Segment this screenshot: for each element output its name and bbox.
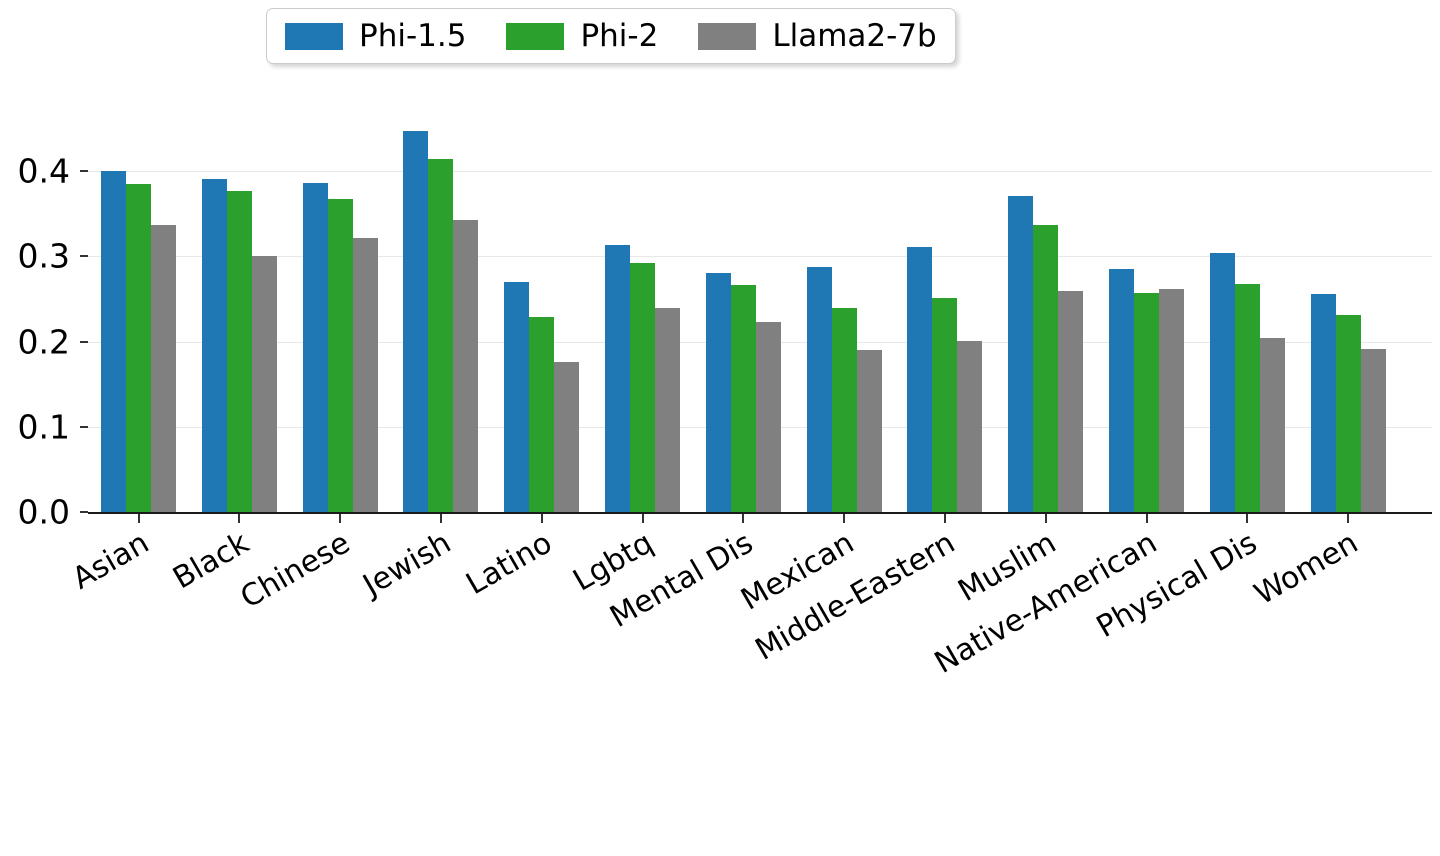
bar-native-american-llama2-7b — [1159, 288, 1184, 512]
bar-chinese-llama2-7b — [352, 237, 378, 512]
bar-black-llama2-7b — [251, 255, 277, 512]
bar-asian-phi-1-5 — [101, 171, 126, 512]
x-tick-mark — [1347, 514, 1350, 523]
y-tick-label: 0.1 — [17, 407, 70, 447]
bar-mental-dis-phi-1-5 — [705, 273, 731, 512]
x-tick-mark — [943, 514, 946, 523]
legend-label: Llama2-7b — [772, 17, 937, 54]
bar-mental-dis-phi-2 — [730, 285, 756, 512]
y-tick-mark — [80, 255, 88, 258]
x-tick-mark — [540, 514, 543, 523]
bar-physical-dis-phi-2 — [1234, 284, 1260, 512]
gridline-y-0.3 — [88, 256, 1432, 258]
bar-chinese-phi-1-5 — [302, 183, 328, 512]
x-tick-mark — [1044, 514, 1047, 523]
bar-latino-phi-1-5 — [504, 281, 530, 512]
bar-mexican-llama2-7b — [856, 350, 882, 512]
bar-chart-figure: Phi-1.5 Phi-2 Llama2-7b 0.0 0.1 0.2 0.3 0.4 As… — [17, 8, 1432, 681]
legend-swatch-phi-2 — [506, 22, 565, 50]
bar-middle-eastern-phi-1-5 — [907, 246, 933, 512]
bar-black-phi-1-5 — [201, 178, 227, 512]
y-tick-mark — [80, 170, 88, 173]
bar-middle-eastern-llama2-7b — [957, 340, 983, 512]
chart-legend: Phi-1.5 Phi-2 Llama2-7b — [266, 8, 956, 64]
bar-native-american-phi-1-5 — [1109, 269, 1134, 512]
y-tick-label: 0.4 — [17, 151, 70, 191]
x-axis-spine — [88, 512, 1432, 514]
x-tick-mark — [137, 514, 140, 523]
legend-label: Phi-1.5 — [359, 17, 467, 54]
bar-lgbtq-phi-2 — [630, 263, 655, 512]
bar-women-phi-1-5 — [1310, 293, 1336, 512]
bar-women-llama2-7b — [1360, 349, 1386, 512]
bar-native-american-phi-2 — [1134, 293, 1159, 512]
legend-entry-phi-2[interactable]: Phi-2 — [506, 17, 659, 54]
bar-physical-dis-llama2-7b — [1259, 338, 1285, 512]
bar-muslim-phi-2 — [1033, 224, 1059, 512]
bar-lgbtq-llama2-7b — [655, 308, 680, 512]
x-tick-label-text: Women — [1248, 525, 1365, 613]
x-tick-mark — [238, 514, 241, 523]
x-tick-mark — [1145, 514, 1148, 523]
y-tick-label: 0.3 — [17, 236, 70, 276]
bar-mental-dis-llama2-7b — [755, 321, 781, 512]
legend-swatch-phi-1-5 — [285, 22, 343, 50]
plot-area: 0.0 0.1 0.2 0.3 0.4 — [18, 120, 1432, 529]
bar-lgbtq-phi-1-5 — [605, 245, 630, 512]
bar-latino-llama2-7b — [554, 362, 580, 512]
y-tick-label: 0.2 — [17, 322, 70, 362]
bar-asian-phi-2 — [126, 183, 151, 512]
legend-entry-llama2-7b[interactable]: Llama2-7b — [698, 17, 937, 54]
legend-entry-phi-1-5[interactable]: Phi-1.5 — [285, 17, 467, 54]
bar-black-phi-2 — [226, 190, 252, 512]
x-tick-mark — [641, 514, 644, 523]
legend-swatch-llama2-7b — [698, 22, 757, 50]
x-tick-mark — [1246, 514, 1249, 523]
bar-muslim-llama2-7b — [1058, 291, 1084, 512]
x-tick-mark — [339, 514, 342, 523]
x-tick-mark — [439, 514, 442, 523]
bar-middle-eastern-phi-2 — [932, 298, 958, 512]
bar-asian-llama2-7b — [151, 224, 176, 512]
bar-jewish-llama2-7b — [453, 219, 479, 512]
y-tick-mark — [80, 511, 88, 513]
legend-label: Phi-2 — [580, 17, 659, 54]
bar-physical-dis-phi-1-5 — [1209, 252, 1235, 512]
bar-jewish-phi-2 — [428, 159, 454, 512]
gridline-y-0.4 — [88, 171, 1432, 173]
bar-latino-phi-2 — [529, 316, 555, 512]
bar-jewish-phi-1-5 — [403, 131, 429, 512]
x-tick-mark — [843, 514, 846, 523]
bar-chinese-phi-2 — [327, 199, 353, 512]
bar-mexican-phi-1-5 — [806, 267, 832, 512]
y-tick-mark — [80, 340, 88, 343]
bar-mexican-phi-2 — [831, 308, 857, 512]
y-tick-mark — [80, 425, 88, 428]
bar-muslim-phi-1-5 — [1008, 195, 1034, 512]
x-tick-mark — [742, 514, 745, 523]
bar-women-phi-2 — [1335, 315, 1361, 512]
y-tick-label: 0.0 — [17, 492, 70, 532]
